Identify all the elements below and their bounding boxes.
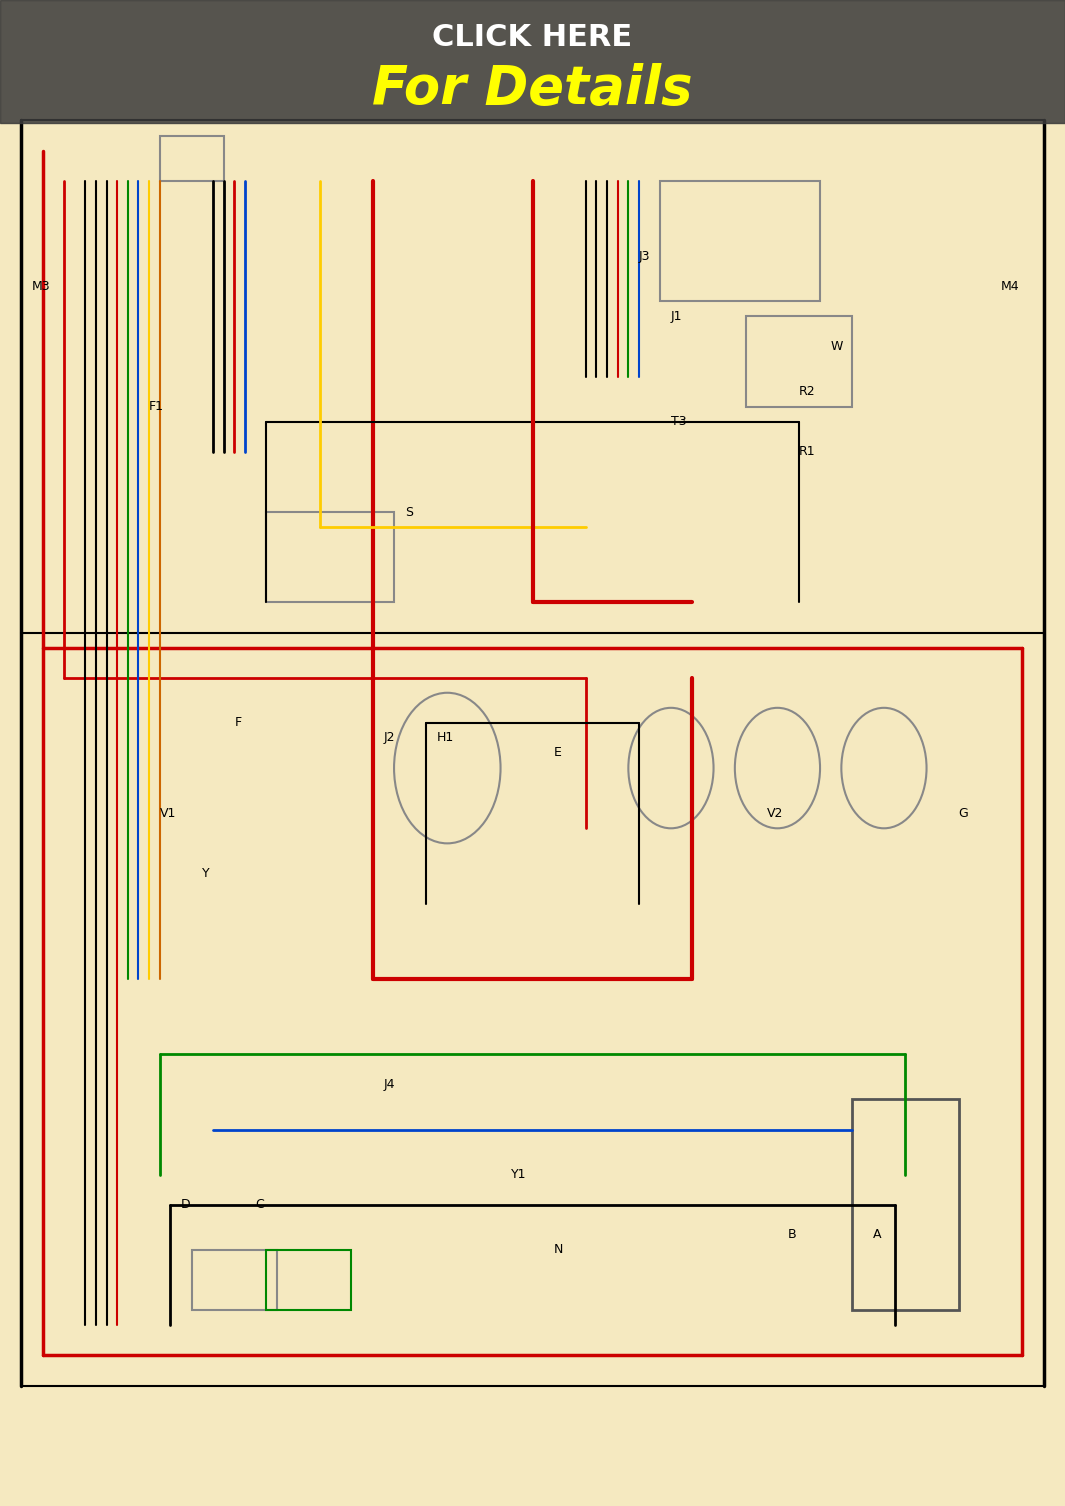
Text: B: B xyxy=(788,1229,797,1241)
Text: Y: Y xyxy=(202,867,210,880)
Bar xyxy=(266,1250,351,1310)
Text: F: F xyxy=(234,717,242,729)
Text: N: N xyxy=(554,1244,563,1256)
Text: M4: M4 xyxy=(1001,280,1019,292)
Text: R2: R2 xyxy=(799,386,816,398)
Text: M3: M3 xyxy=(32,280,50,292)
Bar xyxy=(852,1099,958,1310)
Text: CLICK HERE: CLICK HERE xyxy=(432,23,633,51)
Text: C: C xyxy=(256,1199,264,1211)
Text: G: G xyxy=(958,807,968,819)
Bar xyxy=(0,0,1065,123)
Text: E: E xyxy=(554,747,561,759)
Text: H1: H1 xyxy=(437,732,454,744)
Text: Y1: Y1 xyxy=(511,1169,527,1181)
Text: F1: F1 xyxy=(149,401,164,413)
Text: For Details: For Details xyxy=(373,63,692,114)
Text: W: W xyxy=(831,340,843,352)
Bar xyxy=(660,181,820,301)
Text: A: A xyxy=(873,1229,882,1241)
Text: J3: J3 xyxy=(639,250,651,262)
Text: S: S xyxy=(405,506,413,518)
Bar xyxy=(192,1250,277,1310)
Bar xyxy=(160,136,224,181)
Text: V2: V2 xyxy=(767,807,783,819)
Text: D: D xyxy=(181,1199,191,1211)
Bar xyxy=(266,512,394,602)
Text: V1: V1 xyxy=(160,807,176,819)
Text: T3: T3 xyxy=(671,416,687,428)
Text: J2: J2 xyxy=(383,732,395,744)
Text: J4: J4 xyxy=(383,1078,395,1090)
Text: J1: J1 xyxy=(671,310,683,322)
Bar xyxy=(746,316,852,407)
Text: R1: R1 xyxy=(799,446,816,458)
